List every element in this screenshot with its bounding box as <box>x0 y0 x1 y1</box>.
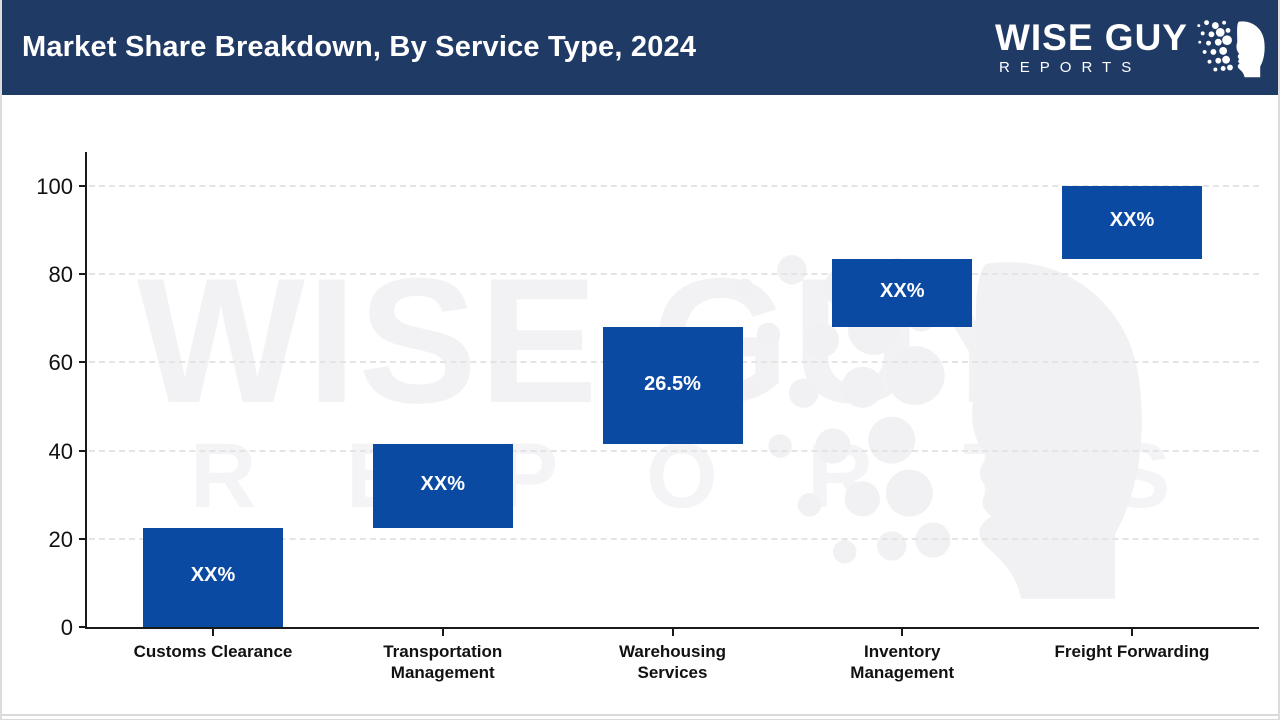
y-gridline <box>89 537 1259 540</box>
y-tick-mark <box>79 626 87 628</box>
x-tick-mark <box>1131 629 1133 636</box>
x-category-label: Transportation Management <box>383 642 503 682</box>
y-gridline <box>89 273 1259 276</box>
y-axis-line <box>85 152 87 629</box>
y-tick-mark <box>79 449 87 452</box>
bar-value-label: XX% <box>1109 209 1155 232</box>
bottom-divider <box>2 714 1278 716</box>
bar-value-label: 26.5% <box>644 372 701 395</box>
x-category-label: Warehousing Services <box>618 642 727 682</box>
y-tick-mark <box>79 273 87 276</box>
x-axis-line <box>85 627 1259 629</box>
header-bar: Market Share Breakdown, By Service Type,… <box>2 0 1278 95</box>
bar-1: XX% <box>143 527 283 627</box>
x-category-label: Freight Forwarding <box>1054 642 1210 661</box>
bar-5: XX% <box>1062 186 1202 259</box>
y-tick-mark <box>79 361 87 364</box>
bar-value-label: XX% <box>420 472 465 495</box>
x-tick-mark <box>901 629 904 636</box>
bar-value-label: XX% <box>880 279 925 302</box>
waterfall-chart: 0 20 40 60 80 100 XX% Customs Clearance XX% Trans… <box>2 95 1278 715</box>
x-tick-mark <box>671 629 674 636</box>
bar-3: 26.5% <box>602 327 743 444</box>
logo-head-icon <box>1197 19 1265 77</box>
y-gridline <box>89 449 1259 452</box>
y-tick-label: 0 <box>60 615 73 640</box>
x-category-label: Customs Clearance <box>133 642 293 661</box>
y-tick-mark <box>79 185 87 187</box>
y-tick-label: 20 <box>48 526 73 552</box>
x-tick-mark <box>212 629 214 636</box>
y-gridline <box>89 185 1259 187</box>
y-tick-label: 40 <box>48 438 73 464</box>
chart-title: Market Share Breakdown, By Service Type,… <box>22 31 697 63</box>
y-tick-label: 80 <box>48 262 73 288</box>
x-tick-mark <box>441 629 444 636</box>
brand-name: WISE GUY <box>994 17 1188 58</box>
bar-2: XX% <box>372 443 513 528</box>
y-tick-label: 60 <box>48 350 73 376</box>
y-tick-mark <box>79 537 87 540</box>
brand-logo-text: WISE GUY REPORTS <box>995 19 1188 76</box>
x-category-label: Inventory Management <box>850 642 955 682</box>
brand-subname: REPORTS <box>998 59 1142 76</box>
brand-logo: WISE GUY REPORTS <box>995 0 1268 95</box>
bar-4: XX% <box>832 258 973 328</box>
bar-value-label: XX% <box>190 564 236 587</box>
y-tick-label: 100 <box>36 174 73 199</box>
